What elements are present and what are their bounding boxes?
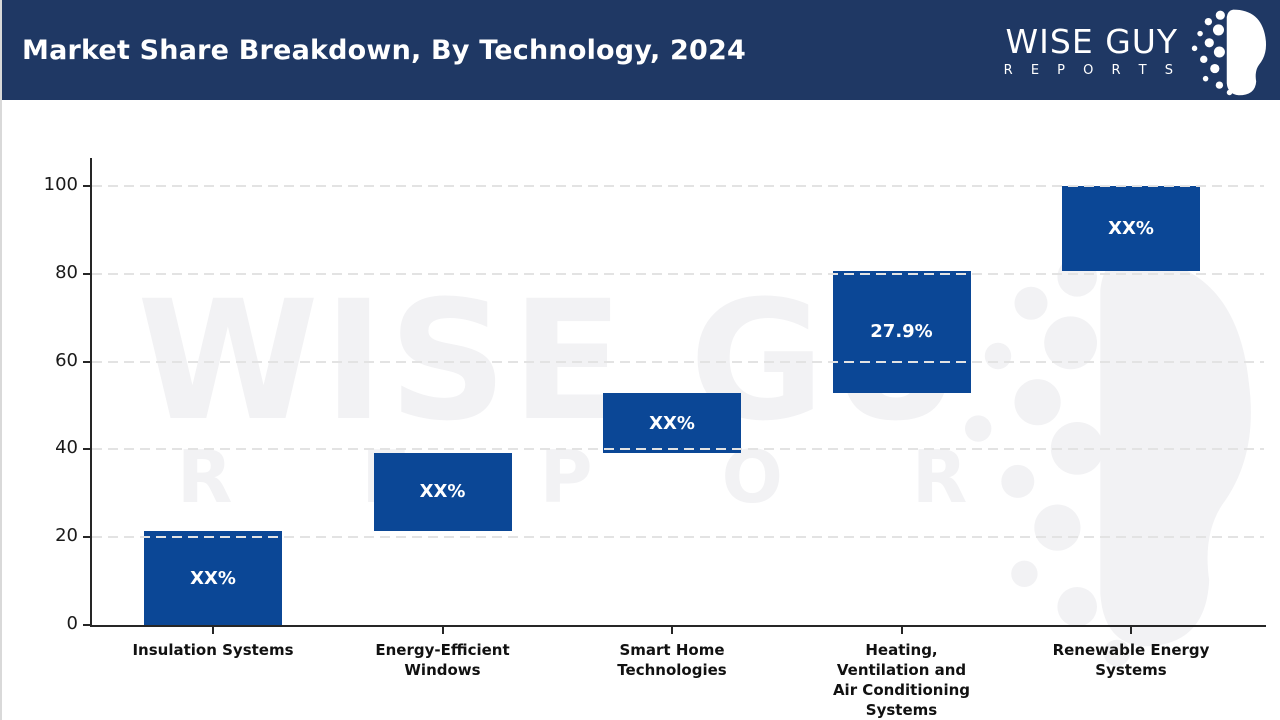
header-bar: Market Share Breakdown, By Technology, 2… bbox=[2, 0, 1280, 100]
x-axis-label-line: Energy-Efficient bbox=[375, 641, 510, 659]
x-axis-label: Renewable Energy Systems bbox=[1021, 640, 1241, 680]
x-axis-line bbox=[90, 625, 1266, 627]
x-axis-label-line: Air Conditioning bbox=[832, 681, 971, 699]
x-axis-label: Energy-Efficient Windows bbox=[333, 640, 553, 680]
x-axis-label-line: Heating, bbox=[865, 641, 938, 659]
y-axis-tick-label: 60 bbox=[55, 349, 78, 371]
y-tick-mark bbox=[83, 272, 90, 275]
y-tick-mark bbox=[83, 448, 90, 451]
bar-value-label: XX% bbox=[649, 412, 695, 434]
x-tick-mark bbox=[212, 627, 214, 634]
x-axis-label-line: Systems bbox=[865, 701, 938, 719]
plot: 0 20 40 60 80 100 XX% Insulation Systems XX% Ener… bbox=[2, 100, 1280, 720]
y-axis-tick-label: 0 bbox=[66, 613, 78, 634]
x-axis-label-line: Windows bbox=[404, 661, 481, 679]
bar: XX% bbox=[1062, 186, 1200, 271]
x-axis-label: Insulation Systems bbox=[103, 640, 323, 660]
page-title: Market Share Breakdown, By Technology, 2… bbox=[22, 34, 747, 66]
gridline bbox=[92, 360, 1264, 363]
bar-value-label: XX% bbox=[190, 567, 236, 589]
gridline bbox=[92, 536, 1264, 539]
y-axis-tick-label: 20 bbox=[55, 525, 78, 547]
bar-value-label: XX% bbox=[1108, 217, 1154, 239]
x-axis-label-line: Insulation Systems bbox=[132, 641, 294, 659]
bar: XX% bbox=[144, 531, 282, 625]
y-tick-mark bbox=[83, 185, 90, 187]
y-tick-mark bbox=[83, 624, 90, 626]
gridline bbox=[92, 185, 1264, 187]
y-axis-tick-label: 40 bbox=[55, 437, 78, 459]
logo-text: WISE GUY R E P O R T S bbox=[1004, 22, 1180, 78]
x-axis-label: Smart Home Technologies bbox=[562, 640, 782, 680]
y-tick-mark bbox=[83, 536, 90, 539]
x-axis-label: Heating, Ventilation and Air Conditioning S… bbox=[792, 640, 1012, 720]
x-tick-mark bbox=[900, 627, 903, 634]
x-axis-label-line: Technologies bbox=[617, 661, 727, 679]
x-axis-label-line: Smart Home bbox=[619, 641, 725, 659]
x-tick-mark bbox=[441, 627, 444, 634]
bar: XX% bbox=[373, 452, 512, 532]
y-axis-tick-label: 80 bbox=[55, 261, 78, 283]
logo-wordmark: WISE GUY bbox=[1005, 22, 1179, 61]
x-tick-mark bbox=[671, 627, 673, 634]
wise-guy-logo: WISE GUY R E P O R T S bbox=[1004, 6, 1268, 96]
bar-value-label: 27.9% bbox=[870, 321, 933, 343]
bar: 27.9% bbox=[832, 270, 971, 394]
y-axis-tick-label: 100 bbox=[43, 174, 78, 195]
x-axis-label-line: Ventilation and bbox=[836, 661, 967, 679]
logo-subtitle: R E P O R T S bbox=[1003, 63, 1180, 78]
logo-face-icon bbox=[1191, 9, 1267, 96]
y-tick-mark bbox=[83, 360, 90, 363]
chart-area: WISE GU R E P O R T 0 20 40 60 80 100 XX% Insul… bbox=[2, 100, 1280, 720]
x-axis-label-line: Systems bbox=[1095, 661, 1167, 679]
gridline bbox=[92, 272, 1264, 275]
bar: XX% bbox=[603, 393, 741, 453]
x-tick-mark bbox=[1130, 627, 1132, 634]
bar-value-label: XX% bbox=[419, 481, 466, 503]
x-axis-label-line: Renewable Energy bbox=[1052, 641, 1210, 659]
gridline bbox=[92, 448, 1264, 451]
y-axis-line bbox=[90, 158, 92, 627]
